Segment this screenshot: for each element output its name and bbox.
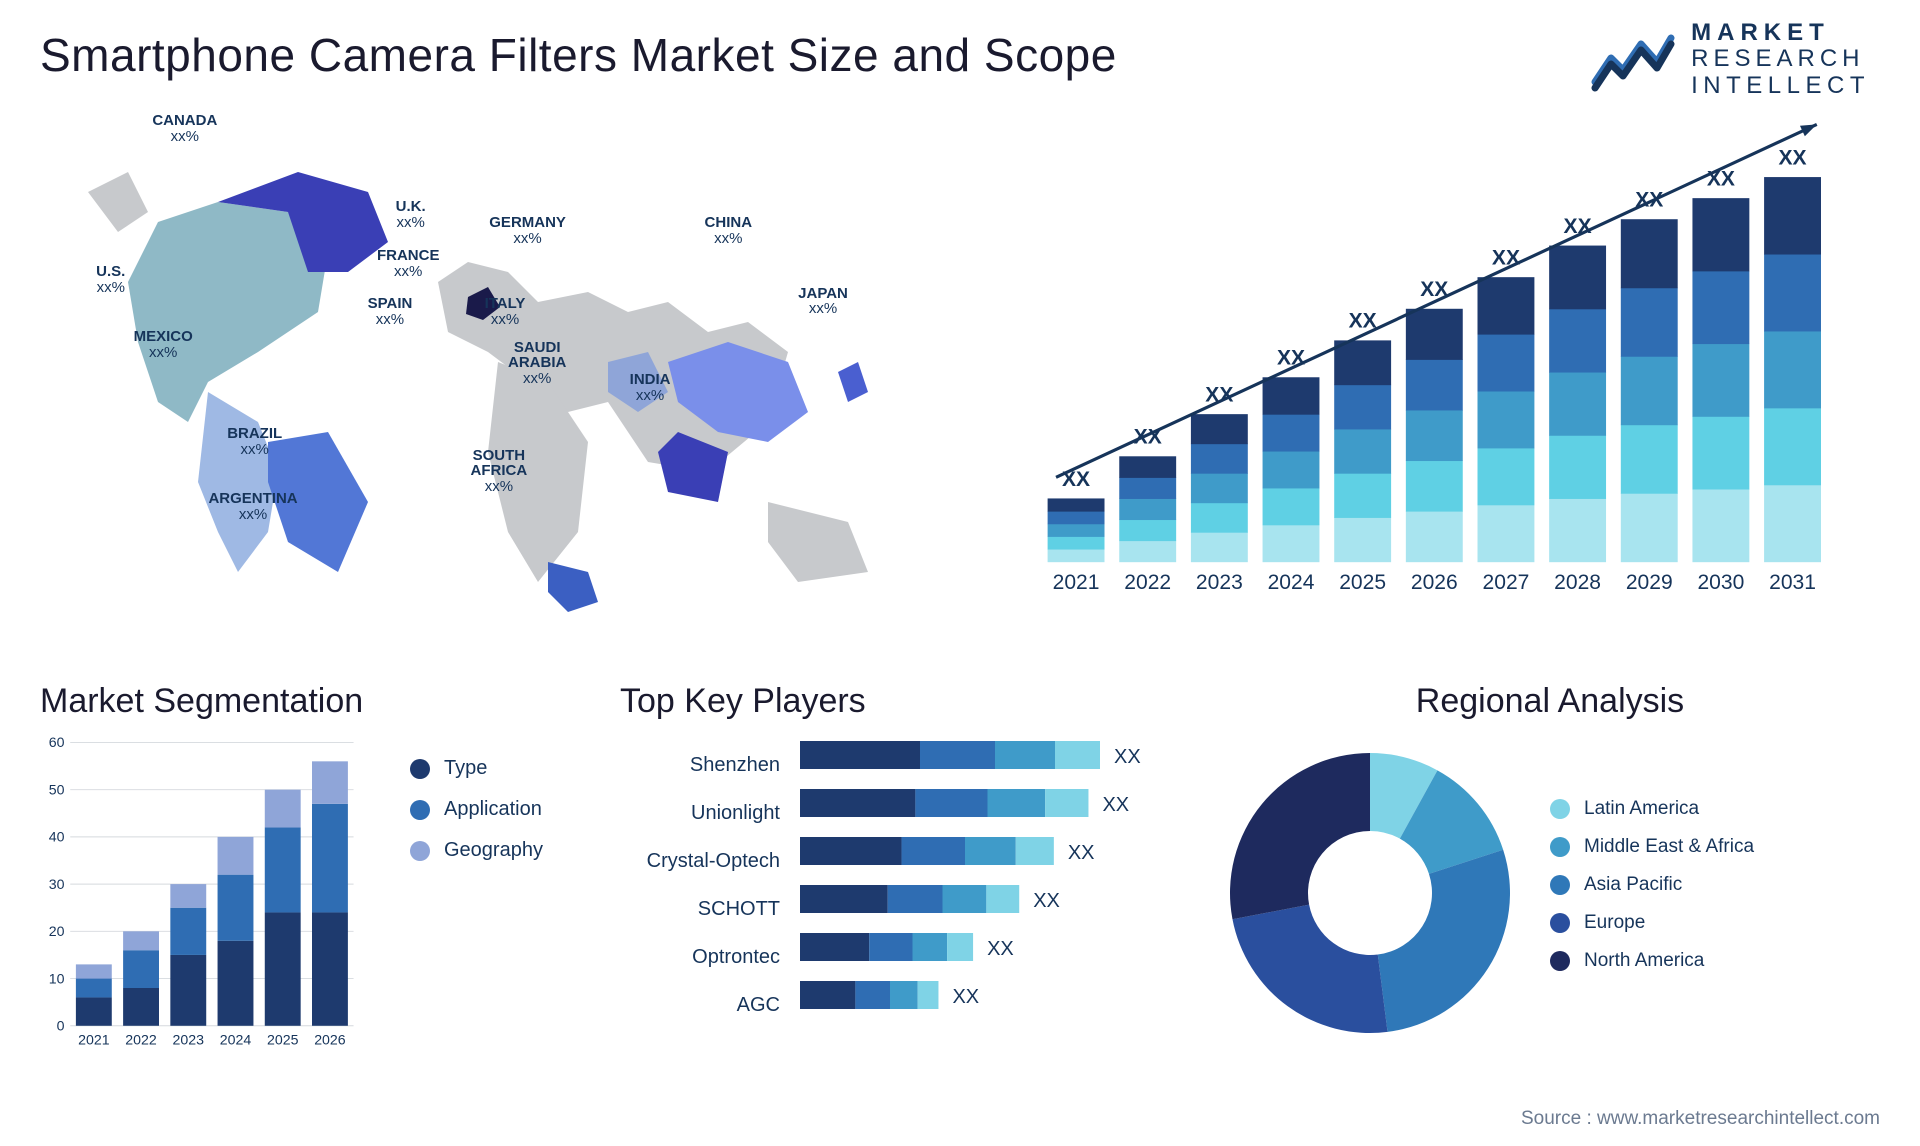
svg-text:2028: 2028 xyxy=(1554,571,1601,594)
players-chart: XX XX XX XX XX XX xyxy=(800,733,1180,1033)
map-label-india: INDIAxx% xyxy=(630,372,671,404)
svg-text:60: 60 xyxy=(49,735,65,751)
svg-text:2031: 2031 xyxy=(1769,571,1816,594)
logo-line1: MARKET xyxy=(1691,20,1870,46)
logo-mark-icon xyxy=(1591,28,1675,92)
regional-donut xyxy=(1220,733,1520,1053)
map-label-canada: CANADAxx% xyxy=(152,113,217,145)
svg-text:2030: 2030 xyxy=(1697,571,1744,594)
regional-title: Regional Analysis xyxy=(1220,682,1880,721)
svg-text:2023: 2023 xyxy=(1196,571,1243,594)
map-label-argentina: ARGENTINAxx% xyxy=(208,491,297,523)
seg-legend-geography: Geography xyxy=(410,839,580,862)
svg-text:XX: XX xyxy=(1102,794,1129,816)
logo-line2: RESEARCH xyxy=(1691,46,1870,72)
svg-text:XX: XX xyxy=(1492,247,1520,270)
svg-text:0: 0 xyxy=(57,1018,65,1034)
map-label-u-k-: U.K.xx% xyxy=(396,199,426,231)
map-label-germany: GERMANYxx% xyxy=(489,215,566,247)
source-text: Source : www.marketresearchintellect.com xyxy=(1521,1108,1880,1130)
map-label-japan: JAPANxx% xyxy=(798,286,848,318)
svg-text:50: 50 xyxy=(49,782,65,798)
map-label-saudi-arabia: SAUDIARABIAxx% xyxy=(508,340,566,387)
svg-text:2026: 2026 xyxy=(1411,571,1458,594)
player-label-agc: AGC xyxy=(620,981,780,1029)
svg-text:10: 10 xyxy=(49,971,65,987)
map-label-u-s-: U.S.xx% xyxy=(96,264,125,296)
svg-text:2022: 2022 xyxy=(1124,571,1171,594)
svg-text:XX: XX xyxy=(1033,890,1060,912)
regional-legend: Latin America Middle East & Africa Asia Pa… xyxy=(1550,798,1770,987)
region-legend-europe: Europe xyxy=(1550,912,1770,934)
region-legend-middle-east-africa: Middle East & Africa xyxy=(1550,836,1770,858)
world-map: CANADAxx% U.S.xx% MEXICOxx% BRAZILxx% ARGENT… xyxy=(40,102,976,642)
key-players-section: Top Key Players ShenzhenUnionlightCrysta… xyxy=(620,682,1180,1112)
segmentation-legend: Type Application Geography xyxy=(410,733,580,1054)
key-players-title: Top Key Players xyxy=(620,682,1180,721)
region-legend-asia-pacific: Asia Pacific xyxy=(1550,874,1770,896)
player-label-crystal-optech: Crystal-Optech xyxy=(620,837,780,885)
segmentation-title: Market Segmentation xyxy=(40,682,580,721)
svg-text:2021: 2021 xyxy=(78,1033,110,1049)
map-label-mexico: MEXICOxx% xyxy=(134,329,193,361)
svg-text:XX: XX xyxy=(987,938,1014,960)
player-label-schott: SCHOTT xyxy=(620,885,780,933)
regional-section: Regional Analysis Latin America Middle Ea… xyxy=(1220,682,1880,1112)
growth-canvas: 2021XX2022XX2023XX2024XX2025XX2026XX2027… xyxy=(1016,102,1880,642)
svg-text:2029: 2029 xyxy=(1626,571,1673,594)
map-label-brazil: BRAZILxx% xyxy=(227,426,282,458)
brand-logo: MARKET RESEARCH INTELLECT xyxy=(1591,20,1870,99)
map-label-south-africa: SOUTHAFRICAxx% xyxy=(471,448,528,495)
svg-text:XX: XX xyxy=(1707,168,1735,191)
svg-text:2026: 2026 xyxy=(314,1033,346,1049)
svg-text:2025: 2025 xyxy=(267,1033,299,1049)
map-label-china: CHINAxx% xyxy=(705,215,753,247)
svg-text:2023: 2023 xyxy=(173,1033,205,1049)
svg-text:40: 40 xyxy=(49,830,65,846)
svg-text:2024: 2024 xyxy=(1268,571,1315,594)
logo-line3: INTELLECT xyxy=(1691,73,1870,99)
players-labels: ShenzhenUnionlightCrystal-OptechSCHOTTOp… xyxy=(620,733,780,1033)
svg-text:2027: 2027 xyxy=(1483,571,1530,594)
seg-legend-application: Application xyxy=(410,798,580,821)
map-label-france: FRANCExx% xyxy=(377,248,440,280)
svg-text:XX: XX xyxy=(1277,347,1305,370)
svg-text:XX: XX xyxy=(1114,746,1141,768)
segmentation-section: Market Segmentation 0 10 20 30 40 50 60 2021 202… xyxy=(40,682,580,1112)
svg-text:2021: 2021 xyxy=(1053,571,1100,594)
svg-text:2022: 2022 xyxy=(125,1033,157,1049)
growth-chart: 2021XX2022XX2023XX2024XX2025XX2026XX2027… xyxy=(1016,102,1880,642)
svg-text:2025: 2025 xyxy=(1339,571,1386,594)
player-label-optrontec: Optrontec xyxy=(620,933,780,981)
seg-legend-type: Type xyxy=(410,757,580,780)
player-label-shenzhen: Shenzhen xyxy=(620,741,780,789)
map-label-spain: SPAINxx% xyxy=(368,296,413,328)
svg-text:30: 30 xyxy=(49,877,65,893)
svg-text:XX: XX xyxy=(1068,842,1095,864)
svg-text:XX: XX xyxy=(1778,146,1806,169)
region-legend-north-america: North America xyxy=(1550,950,1770,972)
region-legend-latin-america: Latin America xyxy=(1550,798,1770,820)
svg-text:20: 20 xyxy=(49,924,65,940)
svg-text:2024: 2024 xyxy=(220,1033,252,1049)
player-label-unionlight: Unionlight xyxy=(620,789,780,837)
segmentation-chart: 0 10 20 30 40 50 60 2021 2022 2023 2024 2025 2026 xyxy=(40,733,380,1054)
svg-text:XX: XX xyxy=(952,986,979,1008)
map-label-italy: ITALYxx% xyxy=(485,296,526,328)
